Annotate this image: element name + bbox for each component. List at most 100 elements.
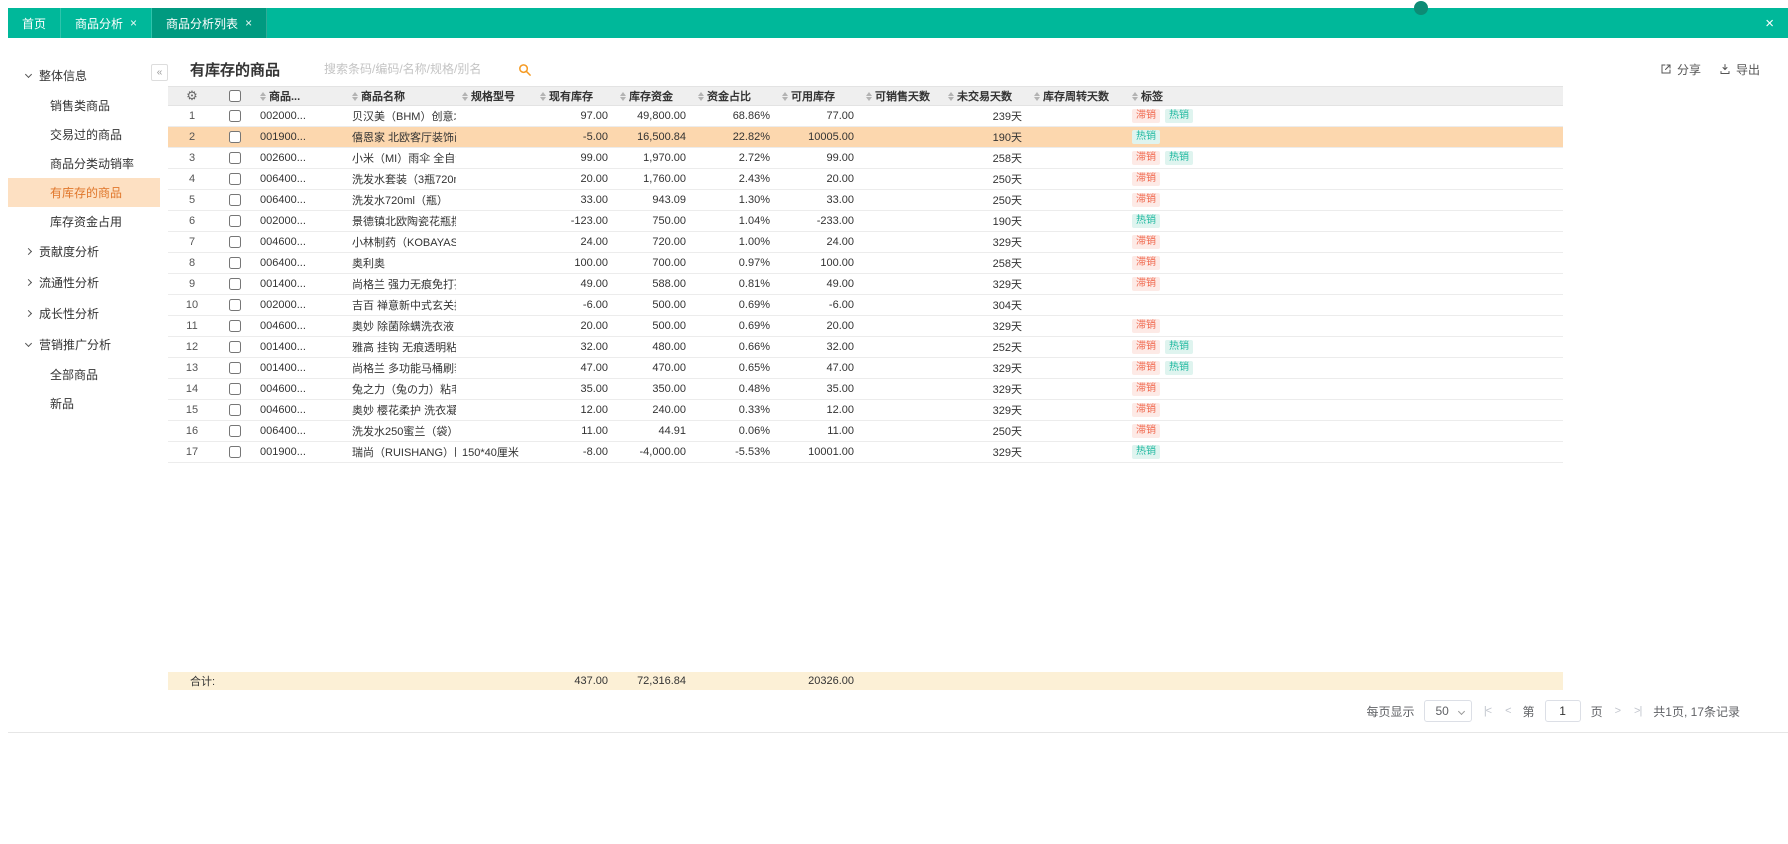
row-checkbox[interactable] bbox=[229, 446, 241, 458]
sidebar-group-1[interactable]: 贡献度分析 bbox=[8, 236, 160, 267]
cell-capital-ratio: 2.72% bbox=[738, 152, 770, 164]
sidebar-item-4-0[interactable]: 全部商品 bbox=[50, 368, 99, 382]
row-checkbox[interactable] bbox=[229, 320, 241, 332]
row-checkbox-cell bbox=[216, 358, 254, 378]
row-checkbox[interactable] bbox=[229, 278, 241, 290]
tab-close-icon[interactable]: × bbox=[245, 16, 253, 30]
row-checkbox[interactable] bbox=[229, 131, 241, 143]
page-number-input[interactable] bbox=[1544, 700, 1581, 722]
row-checkbox[interactable] bbox=[229, 152, 241, 164]
sidebar-item-0-0[interactable]: 销售类商品 bbox=[50, 99, 111, 113]
table-row[interactable]: 15 004600... 奥妙 樱花柔护 洗衣凝珠 10 12.00 240.00 0.3… bbox=[168, 400, 1563, 421]
row-checkbox-cell bbox=[216, 232, 254, 252]
column-header-2[interactable]: 规格型号 bbox=[456, 88, 534, 104]
table-row[interactable]: 13 001400... 尚格兰 多功能马桶刷套装 马 47.00 470.00 0.65… bbox=[168, 358, 1563, 379]
sort-up-icon bbox=[782, 91, 788, 96]
user-avatar[interactable] bbox=[1414, 1, 1428, 15]
sidebar-item-4-1[interactable]: 新品 bbox=[50, 397, 75, 411]
tab-0[interactable]: 首页 bbox=[8, 8, 62, 38]
row-checkbox[interactable] bbox=[229, 194, 241, 206]
cell-product-code: 002000... bbox=[260, 215, 306, 227]
page-size-select[interactable]: 50 bbox=[1424, 700, 1472, 722]
close-icon[interactable]: × bbox=[1765, 14, 1774, 32]
table-row[interactable]: 10 002000... 吉百 禅意新中式玄关摆件茶 -6.00 500.00 0.69%… bbox=[168, 295, 1563, 316]
sort-up-icon bbox=[866, 91, 872, 96]
sidebar-group-0[interactable]: 整体信息 bbox=[8, 60, 160, 91]
sidebar-collapse-button[interactable]: « bbox=[151, 64, 168, 81]
row-checkbox[interactable] bbox=[229, 236, 241, 248]
cell-stock-capital: 49,800.00 bbox=[637, 110, 686, 122]
search-input[interactable] bbox=[322, 61, 508, 77]
row-checkbox[interactable] bbox=[229, 215, 241, 227]
sidebar-group-3[interactable]: 成长性分析 bbox=[8, 298, 160, 329]
cell-no-trade-days: 304天 bbox=[992, 300, 1022, 312]
sidebar-item-0-1[interactable]: 交易过的商品 bbox=[50, 128, 123, 142]
row-checkbox[interactable] bbox=[229, 425, 241, 437]
first-page-button[interactable]: |< bbox=[1483, 705, 1492, 717]
sidebar-group-2[interactable]: 流通性分析 bbox=[8, 267, 160, 298]
table-row[interactable]: 5 006400... 洗发水720ml（瓶） 33.00 943.09 1.30% 33.… bbox=[168, 190, 1563, 211]
share-button[interactable]: 分享 bbox=[1660, 61, 1701, 78]
column-header-9[interactable]: 库存周转天数 bbox=[1028, 88, 1126, 104]
column-header-3[interactable]: 现有库存 bbox=[534, 88, 614, 104]
row-checkbox[interactable] bbox=[229, 173, 241, 185]
row-index: 1 bbox=[188, 110, 196, 122]
table-row[interactable]: 6 002000... 景德镇北欧陶瓷花瓶摆件 优 -123.00 750.00 1.04… bbox=[168, 211, 1563, 232]
cell-available-stock: 35.00 bbox=[826, 383, 854, 395]
table-row[interactable]: 1 002000... 贝汉美（BHM）创意北欧陶瓷 97.00 49,800.00 68… bbox=[168, 106, 1563, 127]
search-icon[interactable] bbox=[517, 62, 532, 77]
cell-product-code: 001400... bbox=[260, 278, 306, 290]
row-checkbox[interactable] bbox=[229, 299, 241, 311]
column-header-4[interactable]: 库存资金 bbox=[614, 88, 692, 104]
table-row[interactable]: 8 006400... 奥利奥 100.00 700.00 0.97% 100.00 258天… bbox=[168, 253, 1563, 274]
column-header-5[interactable]: 资金占比 bbox=[692, 88, 776, 104]
next-page-button[interactable]: > bbox=[1614, 705, 1621, 717]
column-header-0[interactable]: 商品... bbox=[254, 88, 346, 104]
prev-page-button[interactable]: < bbox=[1505, 705, 1511, 717]
row-checkbox[interactable] bbox=[229, 110, 241, 122]
last-page-button[interactable]: >| bbox=[1634, 705, 1642, 717]
sidebar-item-0-4[interactable]: 库存资金占用 bbox=[50, 215, 123, 229]
cell-no-trade-days: 258天 bbox=[992, 258, 1022, 270]
cell-stock-capital: 500.00 bbox=[652, 299, 686, 311]
tab-1[interactable]: 商品分析 × bbox=[61, 8, 153, 38]
sort-icon bbox=[260, 91, 266, 101]
cell-product-name: 洗发水250蜜兰（袋） bbox=[352, 426, 456, 438]
table-row[interactable]: 16 006400... 洗发水250蜜兰（袋） 11.00 44.91 0.06% 11.… bbox=[168, 421, 1563, 442]
table-row[interactable]: 14 004600... 兔之力（兔の力）粘毛器粘 35.00 350.00 0.48% 3… bbox=[168, 379, 1563, 400]
sidebar-item-0-2[interactable]: 商品分类动销率 bbox=[50, 157, 135, 171]
row-checkbox[interactable] bbox=[229, 362, 241, 374]
column-header-6[interactable]: 可用库存 bbox=[776, 88, 860, 104]
select-all-checkbox[interactable] bbox=[229, 90, 241, 102]
column-header-8[interactable]: 未交易天数 bbox=[942, 88, 1028, 104]
export-button[interactable]: 导出 bbox=[1719, 61, 1760, 78]
table-row[interactable]: 2 001900... 僖恩家 北欧客厅装饰画卧室 -5.00 16,500.84 22.… bbox=[168, 127, 1563, 148]
table-row[interactable]: 11 004600... 奥妙 除菌除螨洗衣液 20.00 500.00 0.69% 20.… bbox=[168, 316, 1563, 337]
tab-close-icon[interactable]: × bbox=[130, 16, 138, 30]
sort-down-icon bbox=[698, 96, 704, 101]
cell-tags: 滞销 bbox=[1126, 190, 1563, 210]
tag-hot: 热销 bbox=[1165, 109, 1193, 123]
gear-icon[interactable]: ⚙ bbox=[186, 88, 198, 103]
table-row[interactable]: 12 001400... 雅高 挂钩 无痕透明粘钩 强 32.00 480.00 0.66… bbox=[168, 337, 1563, 358]
sort-up-icon bbox=[540, 91, 546, 96]
table-row[interactable]: 4 006400... 洗发水套装（3瓶720ml+1瓶 20.00 1,760.00 2… bbox=[168, 169, 1563, 190]
table-row[interactable]: 9 001400... 尚格兰 强力无痕免打孔浴室 49.00 588.00 0.81% 4… bbox=[168, 274, 1563, 295]
row-checkbox[interactable] bbox=[229, 341, 241, 353]
sidebar-item-0-3[interactable]: 有库存的商品 bbox=[8, 178, 160, 207]
table-row[interactable]: 7 004600... 小林制药（KOBAYASHI）日 24.00 720.00 1.0… bbox=[168, 232, 1563, 253]
table-row[interactable]: 17 001900... 瑞尚（RUISHANG）卧室装 150*40厘米 -8.00 -… bbox=[168, 442, 1563, 463]
cell-saleable-days bbox=[860, 253, 942, 273]
tab-2[interactable]: 商品分析列表 × bbox=[152, 8, 268, 38]
table-row[interactable]: 3 002600... 小米（MI）雨伞 全自动折叠 99.00 1,970.00 2.7… bbox=[168, 148, 1563, 169]
sort-up-icon bbox=[1034, 91, 1040, 96]
row-checkbox[interactable] bbox=[229, 404, 241, 416]
sidebar-group-4[interactable]: 营销推广分析 bbox=[8, 329, 160, 360]
column-header-7[interactable]: 可销售天数 bbox=[860, 88, 942, 104]
row-checkbox[interactable] bbox=[229, 257, 241, 269]
row-checkbox[interactable] bbox=[229, 383, 241, 395]
column-header-10[interactable]: 标签 bbox=[1126, 88, 1563, 104]
column-header-1[interactable]: 商品名称 bbox=[346, 88, 456, 104]
cell-product-name: 尚格兰 多功能马桶刷套装 马 bbox=[352, 363, 456, 375]
cell-turnover-days bbox=[1028, 295, 1126, 315]
